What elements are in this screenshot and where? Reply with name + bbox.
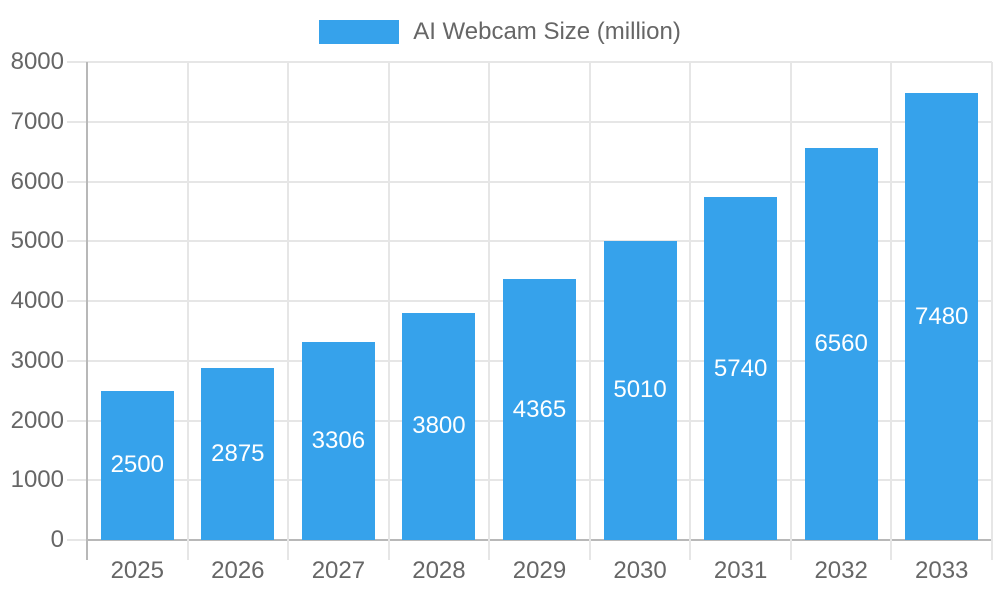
x-axis-label: 2025 — [110, 557, 164, 584]
x-axis-tick — [387, 540, 390, 560]
legend: AI Webcam Size (million) — [0, 18, 1000, 46]
x-axis-label: 2027 — [311, 557, 366, 584]
bar[interactable]: 7480 — [905, 93, 979, 540]
gridline-vertical — [387, 62, 390, 540]
legend-label: AI Webcam Size (million) — [413, 18, 681, 45]
bar-value-label: 2875 — [211, 440, 265, 468]
bar-value-label: 2500 — [110, 451, 164, 479]
bar[interactable]: 3800 — [402, 312, 476, 540]
y-axis-tick — [67, 120, 87, 123]
bar-value-label: 3306 — [311, 427, 366, 455]
bar[interactable]: 3306 — [301, 342, 375, 540]
x-axis-tick — [689, 540, 692, 560]
x-axis-label: 2031 — [713, 557, 768, 584]
y-axis-tick — [67, 300, 87, 302]
y-axis-tick — [67, 61, 87, 63]
x-axis-line — [87, 539, 992, 541]
legend-item[interactable]: AI Webcam Size (million) — [319, 18, 681, 46]
gridline-vertical — [588, 62, 591, 540]
y-axis-label: 1000 — [10, 466, 64, 494]
x-axis-label: 2029 — [512, 557, 567, 584]
gridline-vertical — [991, 62, 993, 540]
gridline-vertical — [287, 62, 290, 540]
y-axis-label: 2000 — [10, 406, 64, 434]
gridline-vertical — [488, 62, 491, 540]
x-axis-label: 2028 — [412, 557, 466, 584]
gridline-vertical — [890, 62, 893, 540]
gridline-vertical — [789, 62, 792, 540]
bar[interactable]: 4365 — [503, 279, 576, 540]
bar[interactable]: 5740 — [704, 197, 778, 540]
x-axis-tick — [86, 540, 88, 560]
bar[interactable]: 6560 — [804, 148, 878, 540]
y-axis-label: 0 — [50, 526, 64, 553]
x-axis-label: 2032 — [814, 557, 868, 584]
bar-value-label: 3800 — [412, 412, 466, 440]
y-axis-tick — [67, 240, 87, 243]
bar[interactable]: 2500 — [100, 390, 174, 540]
x-axis-label: 2033 — [915, 557, 969, 584]
y-axis-label: 6000 — [10, 167, 64, 195]
x-axis-tick — [991, 540, 993, 560]
y-axis-tick — [67, 359, 87, 362]
x-axis-tick — [186, 540, 189, 560]
y-axis-label: 3000 — [10, 346, 64, 374]
y-axis-tick — [67, 479, 87, 482]
x-axis-tick — [287, 540, 290, 560]
gridline-horizontal — [87, 120, 992, 123]
gridline-horizontal — [87, 61, 992, 63]
x-axis-tick — [488, 540, 491, 560]
bar-value-label: 5740 — [713, 354, 768, 382]
x-axis-tick — [588, 540, 591, 560]
gridline-horizontal — [87, 180, 992, 183]
gridline-vertical — [186, 62, 189, 540]
bar[interactable]: 2875 — [201, 368, 275, 540]
x-axis-label: 2026 — [211, 557, 265, 584]
x-axis-tick — [789, 540, 792, 560]
x-axis-label: 2030 — [613, 557, 667, 584]
bar-value-label: 4365 — [512, 395, 567, 423]
y-axis-label: 4000 — [10, 287, 64, 314]
bar-value-label: 7480 — [915, 302, 969, 330]
gridline-vertical — [689, 62, 692, 540]
legend-swatch — [319, 20, 400, 44]
y-axis-label: 8000 — [10, 48, 64, 75]
plot-area: 0 1000 2000 3000 4000 5000 6000 7000 8000 2500 202… — [11, 48, 993, 584]
y-axis-label: 5000 — [10, 227, 64, 255]
y-axis-line — [86, 62, 88, 540]
bar[interactable]: 5010 — [603, 240, 677, 540]
x-axis-tick — [890, 540, 893, 560]
bar-value-label: 5010 — [613, 376, 667, 404]
y-axis-tick — [67, 419, 87, 422]
y-axis-tick — [67, 180, 87, 183]
y-axis-tick — [67, 539, 87, 541]
gridline-horizontal — [87, 240, 992, 243]
bar-value-label: 6560 — [814, 330, 868, 358]
y-axis-label: 7000 — [10, 107, 64, 135]
